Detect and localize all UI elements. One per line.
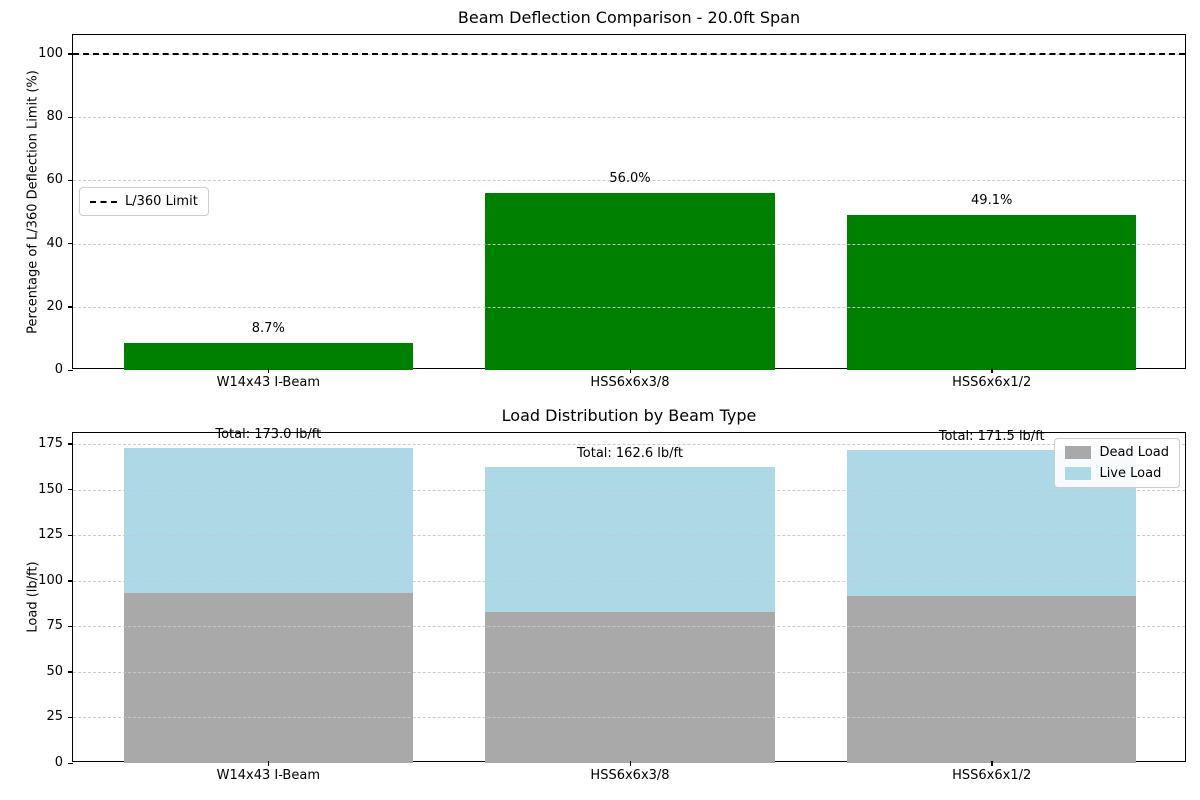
gridline bbox=[73, 443, 1185, 445]
y-tick-label: 50 bbox=[46, 663, 63, 679]
legend: L/360 Limit bbox=[79, 187, 209, 216]
x-tick-label: HSS6x6x3/8 bbox=[590, 375, 670, 390]
deflection-limit-line bbox=[73, 52, 1185, 55]
live-load-bar-segment bbox=[485, 466, 775, 613]
dashed-line-swatch bbox=[90, 200, 117, 203]
deflection-bar bbox=[485, 193, 775, 370]
y-tick-label: 0 bbox=[54, 362, 63, 377]
load-chart-axes: Load Distribution by Beam Type Load (lb/… bbox=[26, 406, 1186, 783]
gridline bbox=[73, 535, 1185, 537]
y-tick bbox=[68, 716, 73, 719]
y-tick-label: 100 bbox=[38, 45, 63, 61]
gridline bbox=[73, 489, 1185, 491]
x-tick bbox=[629, 368, 631, 373]
legend-entry: L/360 Limit bbox=[90, 194, 198, 209]
y-tick bbox=[68, 534, 73, 536]
y-tick-label: 0 bbox=[54, 755, 63, 770]
deflection-chart-axes: Beam Deflection Comparison - 20.0ft Span… bbox=[26, 8, 1186, 390]
y-tick bbox=[68, 762, 73, 764]
legend-entry: Live Load bbox=[1065, 466, 1169, 481]
y-tick bbox=[68, 580, 73, 582]
y-tick-label: 25 bbox=[46, 709, 63, 725]
x-tick bbox=[991, 761, 993, 766]
legend: Dead Load Live Load bbox=[1054, 438, 1180, 488]
x-tick-label: W14x43 I-Beam bbox=[216, 375, 320, 390]
x-tick-label: W14x43 I-Beam bbox=[216, 768, 320, 783]
y-tick-label: 80 bbox=[46, 109, 63, 125]
legend-label: Dead Load bbox=[1099, 445, 1169, 460]
x-tick-label: HSS6x6x1/2 bbox=[952, 375, 1032, 390]
y-tick-label: 20 bbox=[46, 298, 63, 314]
chart-title: Load Distribution by Beam Type bbox=[501, 406, 757, 425]
gridline bbox=[73, 580, 1185, 582]
x-tick bbox=[991, 368, 993, 373]
x-tick bbox=[267, 368, 270, 373]
y-tick-label: 60 bbox=[46, 172, 63, 188]
dead-load-bar-segment bbox=[847, 596, 1137, 763]
legend-label: Live Load bbox=[1099, 466, 1162, 481]
legend-swatch bbox=[1065, 446, 1092, 459]
gridline bbox=[73, 717, 1185, 719]
deflection-bar bbox=[847, 214, 1137, 370]
total-load-label: Total: 173.0 lb/ft bbox=[215, 426, 322, 442]
y-tick-label: 150 bbox=[38, 481, 63, 497]
legend-label: L/360 Limit bbox=[125, 194, 198, 209]
bar-value-label: 56.0% bbox=[609, 171, 651, 187]
deflection-bar bbox=[123, 342, 413, 370]
y-tick-label: 100 bbox=[38, 572, 63, 588]
y-tick-label: 175 bbox=[38, 435, 63, 451]
gridline bbox=[73, 180, 1185, 182]
gridline bbox=[73, 117, 1185, 119]
live-load-bar-segment bbox=[123, 447, 413, 594]
y-tick bbox=[68, 489, 73, 491]
gridline bbox=[73, 671, 1185, 673]
bar-value-label: 8.7% bbox=[251, 320, 285, 336]
chart-title: Beam Deflection Comparison - 20.0ft Span bbox=[457, 8, 801, 27]
y-tick bbox=[68, 116, 73, 119]
dead-load-bar-segment bbox=[485, 612, 775, 763]
y-tick bbox=[68, 443, 73, 445]
dead-load-bar-segment bbox=[123, 593, 413, 763]
bar-value-label: 49.1% bbox=[971, 192, 1013, 208]
y-tick bbox=[68, 671, 73, 673]
y-tick bbox=[68, 53, 73, 55]
total-load-label: Total: 171.5 lb/ft bbox=[938, 429, 1045, 445]
gridline bbox=[73, 306, 1185, 308]
y-tick-label: 40 bbox=[46, 235, 63, 251]
x-tick bbox=[267, 761, 270, 766]
x-tick-label: HSS6x6x1/2 bbox=[952, 768, 1032, 783]
x-tick-label: HSS6x6x3/8 bbox=[590, 768, 670, 783]
x-tick bbox=[629, 761, 631, 766]
y-tick bbox=[68, 369, 73, 371]
y-tick bbox=[68, 625, 73, 628]
total-load-label: Total: 162.6 lb/ft bbox=[577, 445, 683, 461]
y-tick-label: 125 bbox=[38, 527, 63, 543]
y-tick bbox=[68, 179, 73, 182]
legend-entry: Dead Load bbox=[1065, 445, 1169, 460]
gridline bbox=[73, 243, 1185, 245]
gridline bbox=[73, 626, 1185, 628]
y-tick-label: 75 bbox=[46, 618, 63, 634]
y-tick bbox=[68, 306, 73, 308]
y-tick bbox=[68, 243, 73, 245]
legend-swatch bbox=[1065, 467, 1092, 480]
